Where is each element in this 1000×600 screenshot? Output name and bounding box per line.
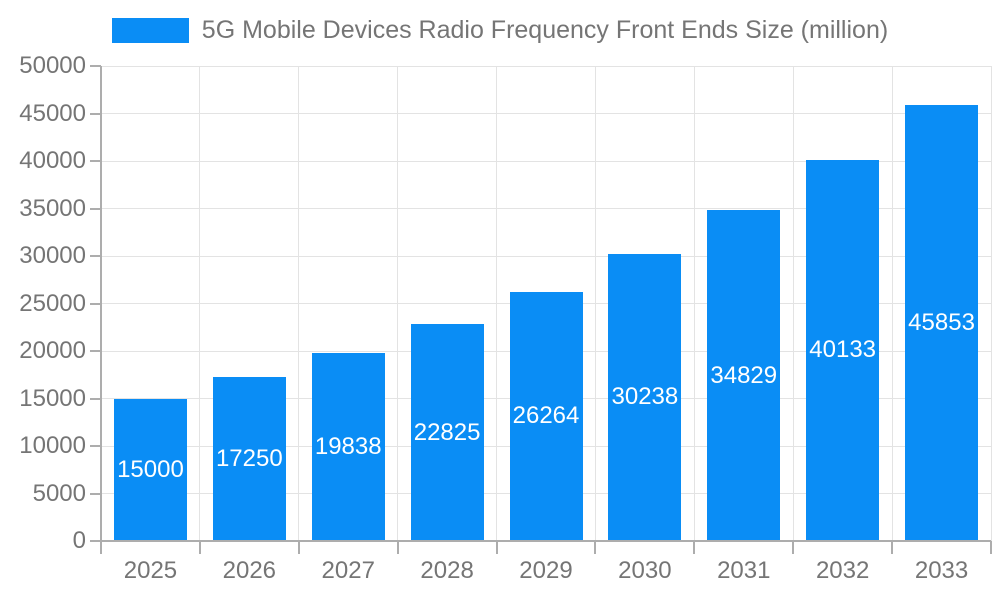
bar-value-label: 17250 [215,445,283,473]
bar-value-label: 15000 [117,455,184,483]
y-tick-label: 0 [72,527,86,554]
y-tick-label: 40000 [19,147,86,174]
bar [509,291,583,541]
y-tick-label: 15000 [19,384,86,412]
legend-swatch [111,18,189,43]
v-gridline [397,66,399,541]
x-tick-mark [297,541,300,554]
bar-value-label: 45853 [908,309,975,337]
bar [806,159,880,541]
x-tick-label: 2027 [321,557,375,584]
bar-value-label: 30238 [611,383,679,411]
x-tick-mark [891,541,894,554]
x-tick-label: 2028 [420,557,474,584]
h-gridline [101,160,991,162]
x-axis-line [100,540,991,542]
y-tick-mark [90,350,101,352]
x-axis-labels: 2025 2026 2027 2028 2029 2030 2031 2032 2033 [101,557,991,587]
y-axis-labels: 0 5000 10000 15000 20000 25000 30000 35000 40000… [0,52,86,554]
bar-value-label: 19838 [314,432,382,460]
y-axis-ticks [90,65,101,542]
y-tick-label: 10000 [19,432,86,459]
y-tick-mark [90,492,101,495]
x-tick-label: 2032 [815,557,870,584]
x-tick-mark [792,541,795,554]
bar [905,105,979,541]
x-tick-label: 2030 [618,557,672,584]
v-gridline [792,66,794,541]
y-tick-mark [90,397,101,400]
y-tick-mark [90,445,101,447]
chart-legend: 5G Mobile Devices Radio Frequency Front … [0,16,1000,45]
bar-value-label: 26264 [512,402,580,430]
h-gridline [101,208,991,209]
x-tick-label: 2025 [123,557,178,584]
bar [212,377,286,541]
x-tick-mark [594,541,597,554]
v-gridline [594,66,596,541]
v-gridline [693,66,695,541]
y-tick-mark [90,207,101,210]
bar [311,352,385,541]
y-tick-label: 5000 [32,479,86,507]
h-gridline [101,113,991,114]
y-tick-mark [90,112,101,115]
bar [707,210,781,541]
bar-value-label: 40133 [809,336,877,364]
v-gridline [990,66,992,541]
h-gridline [101,255,991,257]
y-tick-label: 50000 [19,52,86,79]
v-gridline [496,66,498,541]
x-tick-mark [396,541,399,554]
y-tick-mark [90,540,101,542]
y-axis-line [100,66,102,554]
v-gridline [298,66,300,541]
y-tick-mark [90,302,101,305]
h-gridline [101,65,991,67]
x-tick-label: 2029 [519,557,573,584]
v-gridline [199,66,201,541]
y-tick-mark [90,160,101,162]
x-axis-ticks [100,541,992,554]
plot-area: 15000 17250 19838 22825 26264 30238 34829 40133… [101,65,992,541]
y-tick-label: 35000 [19,194,86,222]
x-tick-label: 2026 [222,557,277,584]
x-tick-mark [100,541,102,554]
bar-value-label: 22825 [413,418,481,446]
x-tick-label: 2033 [914,557,969,584]
x-tick-mark [693,541,696,554]
x-tick-mark [495,541,498,554]
y-tick-mark [90,255,101,257]
y-tick-label: 30000 [19,242,86,269]
x-tick-mark [990,541,992,554]
x-tick-label: 2031 [717,557,771,584]
y-tick-label: 25000 [19,289,86,317]
bar [410,324,484,541]
y-tick-label: 20000 [19,337,86,364]
bar [608,253,682,541]
bar-value-label: 34829 [710,361,778,389]
chart-title: 5G Mobile Devices Radio Frequency Front … [201,16,889,44]
x-tick-mark [198,541,201,554]
y-tick-label: 45000 [19,99,86,127]
bar [113,398,187,541]
v-gridline [891,66,893,541]
y-tick-mark [90,65,101,67]
